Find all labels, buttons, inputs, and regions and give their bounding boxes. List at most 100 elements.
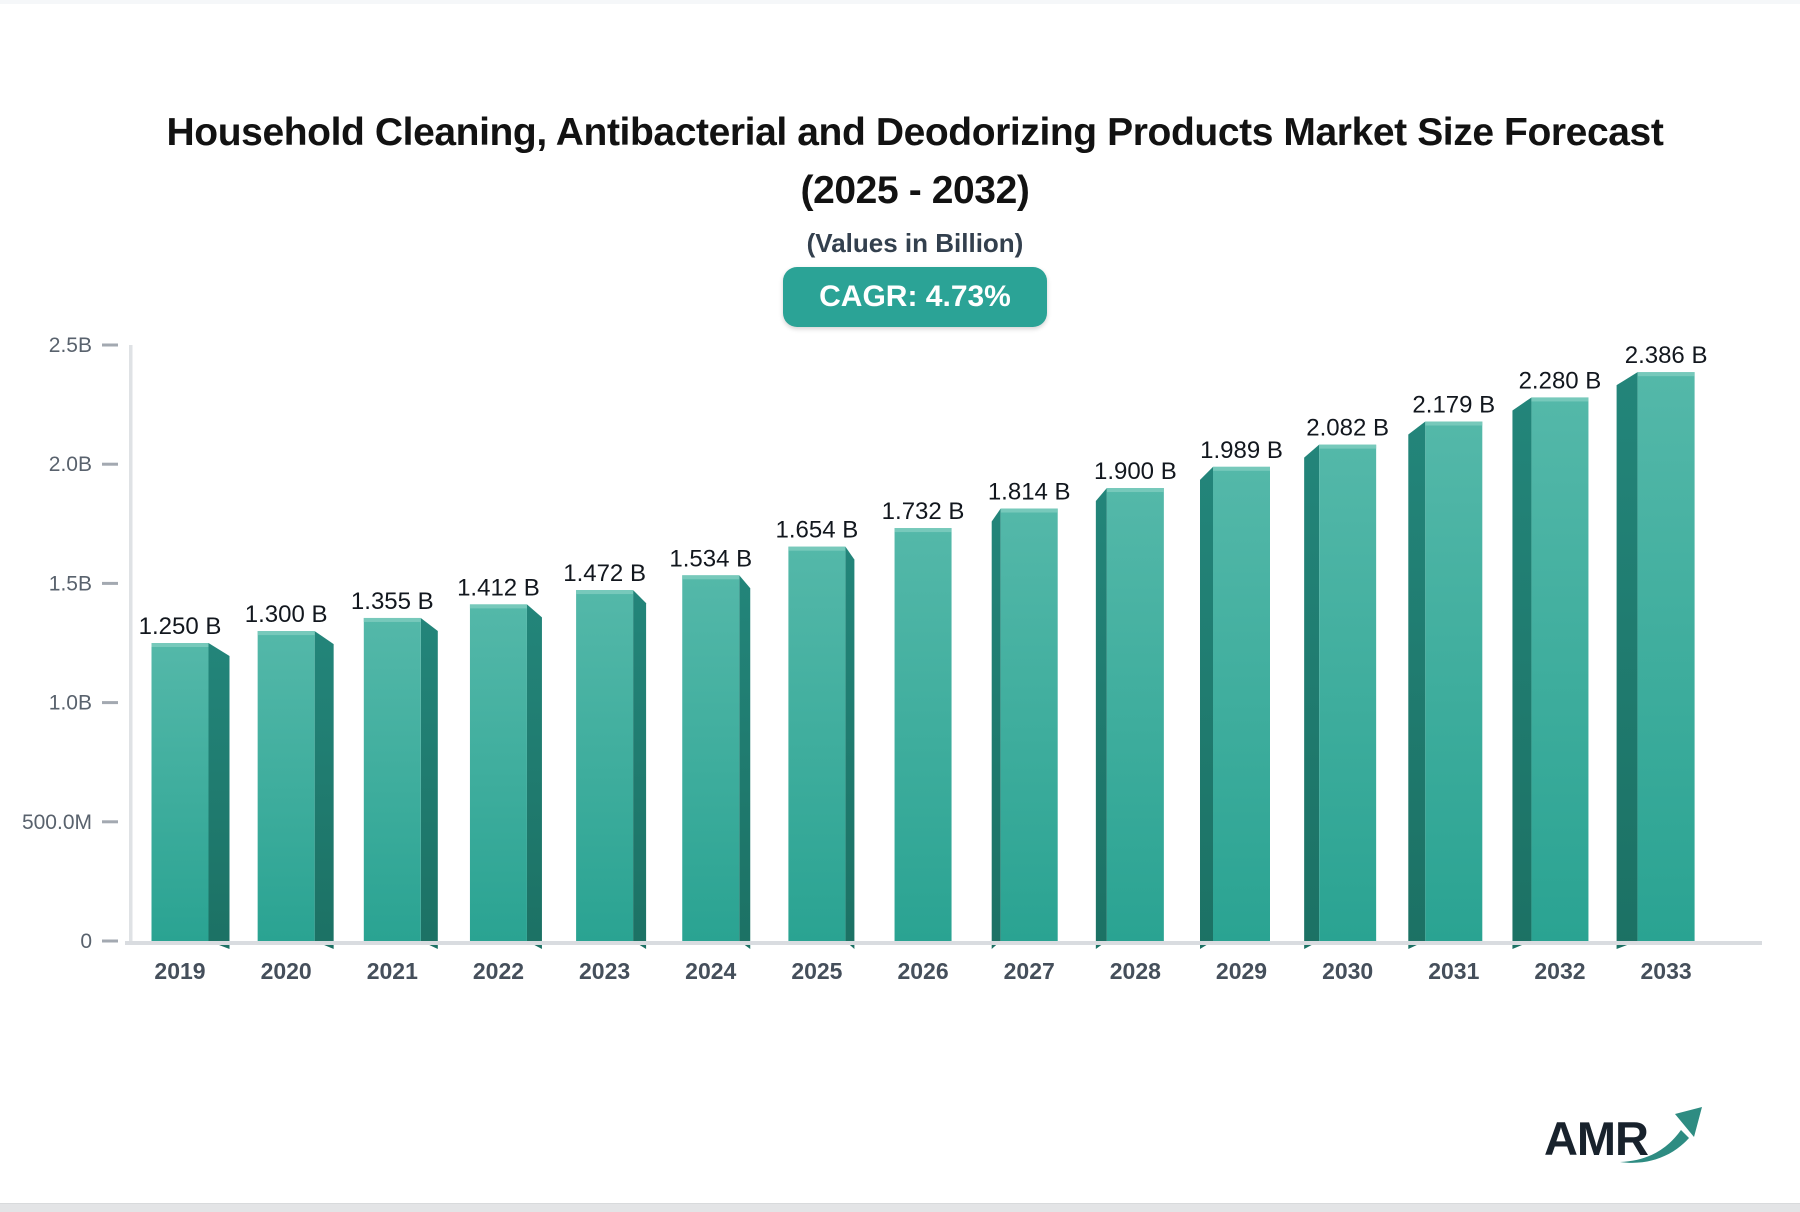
bar-top-highlight [894,528,952,533]
bar-side-face [991,508,1001,949]
bar-side-face [314,631,334,949]
bar-2032[interactable] [1512,397,1589,949]
bar-2025[interactable] [788,546,855,949]
bar-top-highlight [576,590,634,595]
value-label-2024: 1.534 B [669,545,752,572]
bar-front-face [576,590,634,941]
bar-side-face [739,575,751,949]
bar-front-face [1425,421,1483,942]
x-label-2031: 2031 [1428,958,1479,984]
x-label-2029: 2029 [1216,958,1267,984]
bar-2021[interactable] [363,617,438,949]
bar-front-face [1213,466,1270,941]
x-label-2019: 2019 [154,958,205,984]
bar-top-highlight [1000,508,1058,513]
bar-side-face [208,643,230,949]
value-label-2021: 1.355 B [351,588,434,615]
bar-side-face [1095,488,1107,949]
chart-title: Household Cleaning, Antibacterial and De… [30,104,1800,220]
x-label-2024: 2024 [685,958,736,984]
brand-logo-text: AMR [1543,1112,1649,1165]
bar-2028[interactable] [1095,488,1164,949]
bar-front-face [788,546,846,941]
bar-2020[interactable] [257,631,334,949]
bar-2023[interactable] [576,590,647,949]
y-tick-label-5: 2.5B [49,334,92,357]
bar-2031[interactable] [1408,421,1483,950]
bar-top-highlight [1106,488,1164,493]
y-tick-label-0: 0 [80,930,92,953]
bar-2024[interactable] [682,575,751,949]
bar-top-highlight [257,631,315,636]
bar-side-face [1408,421,1426,950]
cagr-badge: CAGR: 4.73% [783,267,1047,327]
chart-subtitle: (Values in Billion) [806,228,1024,258]
chart-header: Household Cleaning, Antibacterial and De… [30,104,1800,327]
bar-2029[interactable] [1200,466,1270,949]
bar-2030[interactable] [1304,444,1377,949]
bar-front-face [1319,444,1377,941]
bar-side-face [845,546,855,949]
bar-side-face [420,617,438,949]
bar-2019[interactable] [151,643,230,949]
x-label-2022: 2022 [473,958,524,984]
bar-top-highlight [363,617,421,622]
chart-title-line2: (2025 - 2032) [800,169,1030,212]
bar-front-face [151,643,209,941]
bar-front-face [469,604,527,941]
y-axis-line [129,345,133,945]
y-tick-2 [102,701,118,705]
y-tick-0 [102,939,118,943]
bar-side-face [1616,372,1638,949]
bar-front-face [682,575,740,941]
bar-side-face [526,604,542,949]
y-tick-label-4: 2.0B [49,453,92,476]
bar-side-face [1200,466,1213,949]
bar-front-face [894,528,952,941]
bar-front-face [363,617,421,941]
bar-2033[interactable] [1616,372,1695,949]
brand-logo-arrow-icon [1620,1107,1702,1163]
x-label-2027: 2027 [1004,958,1055,984]
value-label-2023: 1.472 B [563,560,646,587]
bar-front-face [1637,372,1695,941]
page-bottom-strip [0,1203,1800,1212]
bar-top-highlight [1637,372,1695,377]
brand-logo: AMR [1543,1106,1704,1165]
value-label-2019: 1.250 B [139,613,222,640]
y-tick-1 [102,820,118,824]
x-label-2030: 2030 [1322,958,1373,984]
x-label-2032: 2032 [1534,958,1585,984]
x-label-2028: 2028 [1110,958,1161,984]
x-label-2020: 2020 [261,958,312,984]
bar-front-face [1106,488,1164,941]
value-label-2020: 1.300 B [245,601,328,628]
value-label-2026: 1.732 B [882,498,965,525]
y-tick-label-2: 1.0B [49,692,92,715]
bar-top-highlight [682,575,740,580]
value-label-2029: 1.989 B [1200,437,1283,464]
value-label-2032: 2.280 B [1519,367,1602,394]
bar-2026[interactable] [894,528,952,941]
bar-2022[interactable] [469,604,542,949]
y-tick-label-1: 500.0M [22,811,92,834]
bar-top-highlight [1531,397,1589,402]
x-label-2025: 2025 [791,958,842,984]
bar-front-face [257,631,315,941]
value-label-2028: 1.900 B [1094,458,1177,485]
bar-2027[interactable] [991,508,1058,949]
bar-side-face [633,590,647,949]
x-label-2023: 2023 [579,958,630,984]
value-label-2027: 1.814 B [988,479,1071,506]
value-label-2033: 2.386 B [1625,342,1708,369]
y-tick-label-3: 1.5B [49,572,92,595]
y-tick-3 [102,581,118,585]
page-top-strip [0,0,1800,4]
bar-top-highlight [788,546,846,551]
bar-top-highlight [151,643,209,647]
y-tick-4 [102,462,118,466]
bar-top-highlight [469,604,527,609]
bar-side-face [1512,397,1532,949]
bar-front-face [1000,508,1058,941]
